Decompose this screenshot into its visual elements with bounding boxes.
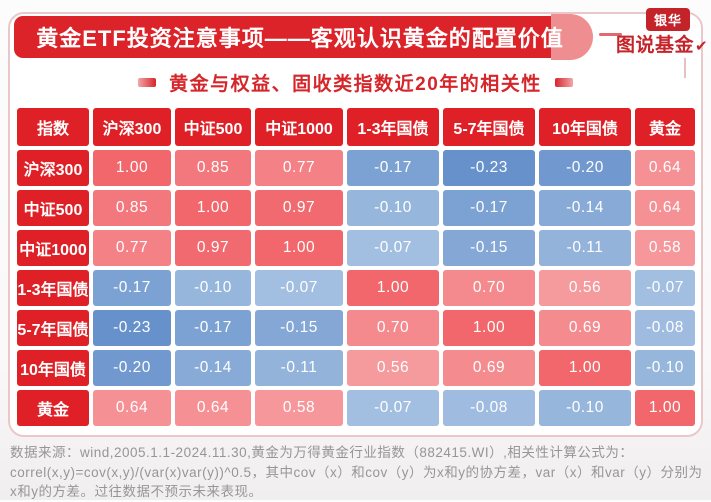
brand-name: 图说基金✔ (616, 30, 709, 57)
value-cell: 0.70 (347, 310, 439, 346)
value-cell: -0.15 (255, 310, 343, 346)
value-cell: 0.56 (347, 350, 439, 386)
value-cell: 0.64 (93, 390, 171, 426)
value-cell: -0.17 (93, 270, 171, 306)
value-cell: -0.10 (347, 190, 439, 226)
value-cell: 0.97 (175, 230, 251, 266)
value-cell: 1.00 (443, 310, 535, 346)
brand-logo: 银华 图说基金✔ (616, 8, 709, 78)
value-cell: -0.08 (443, 390, 535, 426)
value-cell: -0.14 (539, 190, 631, 226)
row-label: 沪深300 (17, 150, 89, 186)
value-cell: 1.00 (539, 350, 631, 386)
value-cell: 0.58 (635, 230, 695, 266)
correlation-table: 指数 沪深300 中证500 中证1000 1-3年国债 5-7年国债 10年国债 黄金 沪深3… (17, 108, 695, 426)
value-cell: 0.64 (175, 390, 251, 426)
row-label: 黄金 (17, 390, 89, 426)
value-cell: -0.23 (93, 310, 171, 346)
footnote: 数据来源：wind,2005.1.1-2024.11.30,黄金为万得黄金行业指… (10, 445, 703, 500)
value-cell: 0.70 (443, 270, 535, 306)
value-cell: -0.23 (443, 150, 535, 186)
column-header: 1-3年国债 (347, 108, 439, 146)
corner-header: 指数 (17, 108, 89, 146)
section-subtitle: 黄金与权益、固收类指数近20年的相关性 (8, 66, 703, 98)
column-header: 沪深300 (93, 108, 171, 146)
brand-badge: 银华 (645, 8, 690, 31)
value-cell: 0.69 (539, 310, 631, 346)
value-cell: -0.10 (635, 350, 695, 386)
value-cell: -0.07 (255, 270, 343, 306)
value-cell: -0.11 (255, 350, 343, 386)
value-cell: 1.00 (635, 390, 695, 426)
value-cell: 0.85 (175, 150, 251, 186)
value-cell: -0.10 (539, 390, 631, 426)
row-label: 1-3年国债 (17, 270, 89, 306)
value-cell: -0.17 (175, 310, 251, 346)
value-cell: 0.77 (255, 150, 343, 186)
bullet-icon (554, 77, 573, 87)
checkmark-icon: ✔ (695, 38, 709, 55)
value-cell: -0.20 (539, 150, 631, 186)
value-cell: -0.11 (539, 230, 631, 266)
value-cell: -0.07 (635, 270, 695, 306)
value-cell: -0.17 (347, 150, 439, 186)
column-header: 中证1000 (255, 108, 343, 146)
value-cell: 1.00 (175, 190, 251, 226)
value-cell: -0.20 (93, 350, 171, 386)
value-cell: -0.14 (175, 350, 251, 386)
title-bar: 黄金ETF投资注意事项——客观认识黄金的配置价值 (14, 14, 593, 60)
value-cell: 1.00 (93, 150, 171, 186)
value-cell: 0.97 (255, 190, 343, 226)
value-cell: -0.08 (635, 310, 695, 346)
page-title: 黄金ETF投资注意事项——客观认识黄金的配置价值 (36, 26, 564, 51)
column-header: 5-7年国债 (443, 108, 535, 146)
value-cell: -0.07 (347, 230, 439, 266)
brand-name-text: 图说基金 (616, 35, 695, 56)
row-label: 10年国债 (17, 350, 89, 386)
value-cell: -0.15 (443, 230, 535, 266)
logo-decorative-line (684, 58, 686, 78)
subtitle-text: 黄金与权益、固收类指数近20年的相关性 (169, 73, 542, 95)
column-header: 中证500 (175, 108, 251, 146)
row-label: 中证1000 (17, 230, 89, 266)
row-label: 中证500 (17, 190, 89, 226)
bullet-icon (138, 77, 157, 87)
value-cell: 0.64 (635, 190, 695, 226)
value-cell: 0.58 (255, 390, 343, 426)
value-cell: 1.00 (255, 230, 343, 266)
value-cell: 0.85 (93, 190, 171, 226)
column-header: 10年国债 (539, 108, 631, 146)
value-cell: 0.64 (635, 150, 695, 186)
row-label: 5-7年国债 (17, 310, 89, 346)
value-cell: 1.00 (347, 270, 439, 306)
value-cell: -0.10 (175, 270, 251, 306)
value-cell: 0.56 (539, 270, 631, 306)
value-cell: -0.17 (443, 190, 535, 226)
value-cell: 0.69 (443, 350, 535, 386)
value-cell: 0.77 (93, 230, 171, 266)
title-connector-line (599, 33, 622, 36)
column-header: 黄金 (635, 108, 695, 146)
value-cell: -0.07 (347, 390, 439, 426)
